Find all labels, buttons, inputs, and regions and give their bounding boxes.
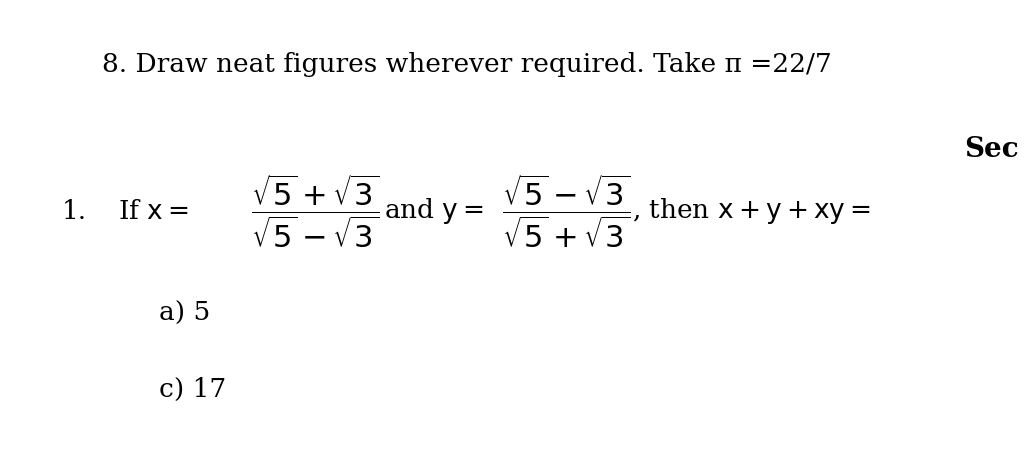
Text: c) 17: c) 17 (159, 377, 226, 402)
Text: 1.: 1. (61, 199, 87, 224)
Text: 8. Draw neat figures wherever required. Take π =22/7: 8. Draw neat figures wherever required. … (102, 52, 833, 76)
Text: Sec: Sec (965, 136, 1019, 163)
Text: If $\mathrm{x}=$: If $\mathrm{x}=$ (118, 199, 188, 224)
Text: , then $\mathrm{x+y+xy}=$: , then $\mathrm{x+y+xy}=$ (632, 196, 870, 227)
Text: a) 5: a) 5 (159, 301, 210, 326)
Text: $\dfrac{\sqrt{5}+\sqrt{3}}{\sqrt{5}-\sqrt{3}}$: $\dfrac{\sqrt{5}+\sqrt{3}}{\sqrt{5}-\sqr… (251, 173, 379, 250)
Text: and $\mathrm{y}=$: and $\mathrm{y}=$ (384, 196, 484, 227)
Text: $\dfrac{\sqrt{5}-\sqrt{3}}{\sqrt{5}+\sqrt{3}}$: $\dfrac{\sqrt{5}-\sqrt{3}}{\sqrt{5}+\sqr… (502, 173, 630, 250)
